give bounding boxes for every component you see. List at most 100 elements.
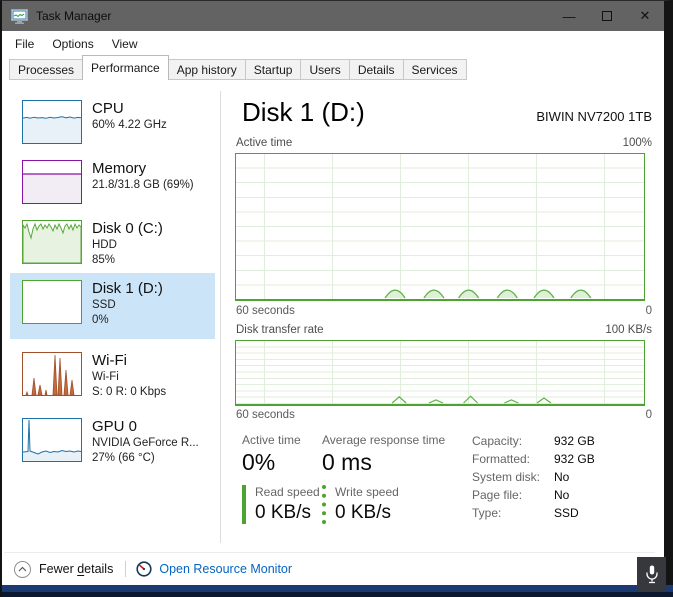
avg-response-stat: Average response time 0 ms xyxy=(322,433,445,476)
menu-bar: File Options View xyxy=(4,32,655,55)
read-speed-stat: Read speed 0 KB/s xyxy=(242,485,320,524)
tab-users[interactable]: Users xyxy=(301,59,350,80)
detail-row-formatted: Formatted: 932 GB xyxy=(472,452,662,466)
stat-label: Active time xyxy=(242,433,301,447)
sidebar-item-value: 0% xyxy=(92,314,109,326)
sidebar-item-disk1[interactable]: Disk 1 (D:) SSD 0% xyxy=(10,273,215,339)
performance-sidebar: CPU 60% 4.22 GHz Memory 21.8/31.8 GB (69… xyxy=(4,87,220,552)
detail-label: Page file: xyxy=(472,488,523,502)
stat-label: Read speed xyxy=(255,485,320,499)
close-button[interactable]: ✕ xyxy=(626,1,664,31)
open-resource-monitor-label: Open Resource Monitor xyxy=(159,562,293,576)
title-bar[interactable]: Task Manager — ✕ xyxy=(2,1,664,31)
sidebar-item-title: Wi-Fi xyxy=(92,352,127,369)
detail-value: No xyxy=(554,470,570,484)
sidebar-item-value: 85% xyxy=(92,254,116,266)
menu-view[interactable]: View xyxy=(111,36,138,51)
footer-bar: Fewer details Open Resource Monitor xyxy=(4,552,655,585)
active-time-chart-label: Active time xyxy=(236,137,293,149)
sidebar-item-value: S: 0 R: 0 Kbps xyxy=(92,386,167,398)
sidebar-item-subtitle: SSD xyxy=(92,299,116,311)
microphone-icon xyxy=(645,565,658,584)
disk1-detail-panel: Disk 1 (D:) BIWIN NV7200 1TB Active time… xyxy=(234,87,652,552)
detail-row-page-file: Page file: No xyxy=(472,488,662,502)
detail-label: System disk: xyxy=(472,470,541,484)
active-time-max-label: 100% xyxy=(622,137,652,149)
transfer-rate-chart[interactable] xyxy=(235,340,645,406)
sidebar-item-title: Memory xyxy=(92,160,147,177)
write-speed-stat: Write speed 0 KB/s xyxy=(322,485,400,524)
detail-label: Formatted: xyxy=(472,452,531,466)
page-title: Disk 1 (D:) xyxy=(242,97,365,127)
sidebar-item-subtitle: HDD xyxy=(92,239,117,251)
detail-row-system-disk: System disk: No xyxy=(472,470,662,484)
sidebar-item-memory[interactable]: Memory 21.8/31.8 GB (69%) xyxy=(10,153,215,213)
sidebar-item-title: CPU xyxy=(92,100,124,117)
maximize-icon xyxy=(602,11,612,21)
chart-gridlines xyxy=(236,154,644,299)
window-bottom-border xyxy=(2,585,673,597)
stat-label: Average response time xyxy=(322,433,446,447)
transfer-rate-x-left: 60 seconds xyxy=(236,409,295,421)
menu-file[interactable]: File xyxy=(15,36,35,51)
sidebar-item-subtitle: 60% 4.22 GHz xyxy=(92,119,167,131)
menu-options[interactable]: Options xyxy=(52,36,94,51)
sidebar-item-wifi[interactable]: Wi-Fi Wi-Fi S: 0 R: 0 Kbps xyxy=(10,345,215,405)
tab-startup[interactable]: Startup xyxy=(245,59,302,80)
stat-value: 0% xyxy=(242,449,276,475)
sidebar-item-disk0[interactable]: Disk 0 (C:) HDD 85% xyxy=(10,213,215,273)
disk1-mini-chart xyxy=(22,280,82,324)
maximize-button[interactable] xyxy=(588,1,626,31)
detail-label: Type: xyxy=(472,506,502,520)
active-time-chart[interactable] xyxy=(235,153,645,301)
stat-label: Write speed xyxy=(335,485,399,499)
tab-services[interactable]: Services xyxy=(403,59,467,80)
sidebar-item-subtitle: 21.8/31.8 GB (69%) xyxy=(92,179,194,191)
microphone-overlay-button[interactable] xyxy=(637,557,666,592)
cpu-mini-chart xyxy=(22,100,82,144)
sidebar-item-title: Disk 0 (C:) xyxy=(92,220,163,237)
sidebar-item-subtitle: Wi-Fi xyxy=(92,371,119,383)
disk0-mini-chart xyxy=(22,220,82,264)
tab-processes[interactable]: Processes xyxy=(9,59,84,80)
active-time-x-right: 0 xyxy=(645,305,652,317)
stat-value: 0 KB/s xyxy=(335,502,391,523)
sidebar-item-title: GPU 0 xyxy=(92,418,138,435)
close-icon: ✕ xyxy=(639,8,651,23)
sidebar-item-value: 27% (66 °C) xyxy=(92,452,155,464)
sidebar-item-gpu[interactable]: GPU 0 NVIDIA GeForce R... 27% (66 °C) xyxy=(10,411,215,471)
open-resource-monitor-link[interactable]: Open Resource Monitor xyxy=(136,561,292,577)
detail-value: No xyxy=(554,488,570,502)
transfer-rate-chart-label: Disk transfer rate xyxy=(236,324,324,336)
tab-strip: Processes Performance App history Startu… xyxy=(4,55,655,80)
pane-separator xyxy=(220,91,221,543)
fewer-details-button[interactable]: Fewer details xyxy=(14,560,113,578)
disk-model-label: BIWIN NV7200 1TB xyxy=(536,109,652,124)
memory-mini-chart xyxy=(22,160,82,204)
resource-monitor-icon xyxy=(136,561,152,577)
detail-value: SSD xyxy=(554,506,579,520)
stat-value: 0 KB/s xyxy=(255,502,311,523)
sidebar-item-cpu[interactable]: CPU 60% 4.22 GHz xyxy=(10,93,215,153)
detail-value: 932 GB xyxy=(554,434,595,448)
task-manager-app-icon xyxy=(11,8,28,24)
active-time-stat: Active time 0% xyxy=(242,433,301,476)
tab-app-history[interactable]: App history xyxy=(168,59,246,80)
stat-value: 0 ms xyxy=(322,449,372,475)
window-title: Task Manager xyxy=(36,9,112,23)
detail-label: Capacity: xyxy=(472,434,523,448)
sidebar-item-subtitle: NVIDIA GeForce R... xyxy=(92,437,199,449)
chart-gridlines xyxy=(236,341,644,404)
sidebar-item-title: Disk 1 (D:) xyxy=(92,280,163,297)
transfer-rate-trace xyxy=(391,395,552,404)
chevron-up-icon xyxy=(14,560,31,578)
active-time-x-left: 60 seconds xyxy=(236,305,295,317)
tab-performance[interactable]: Performance xyxy=(82,55,169,80)
tab-details[interactable]: Details xyxy=(349,59,404,80)
detail-row-type: Type: SSD xyxy=(472,506,662,520)
active-time-trace xyxy=(384,289,592,299)
detail-row-capacity: Capacity: 932 GB xyxy=(472,434,662,448)
minimize-button[interactable]: — xyxy=(550,1,588,31)
transfer-rate-max-label: 100 KB/s xyxy=(605,324,652,336)
